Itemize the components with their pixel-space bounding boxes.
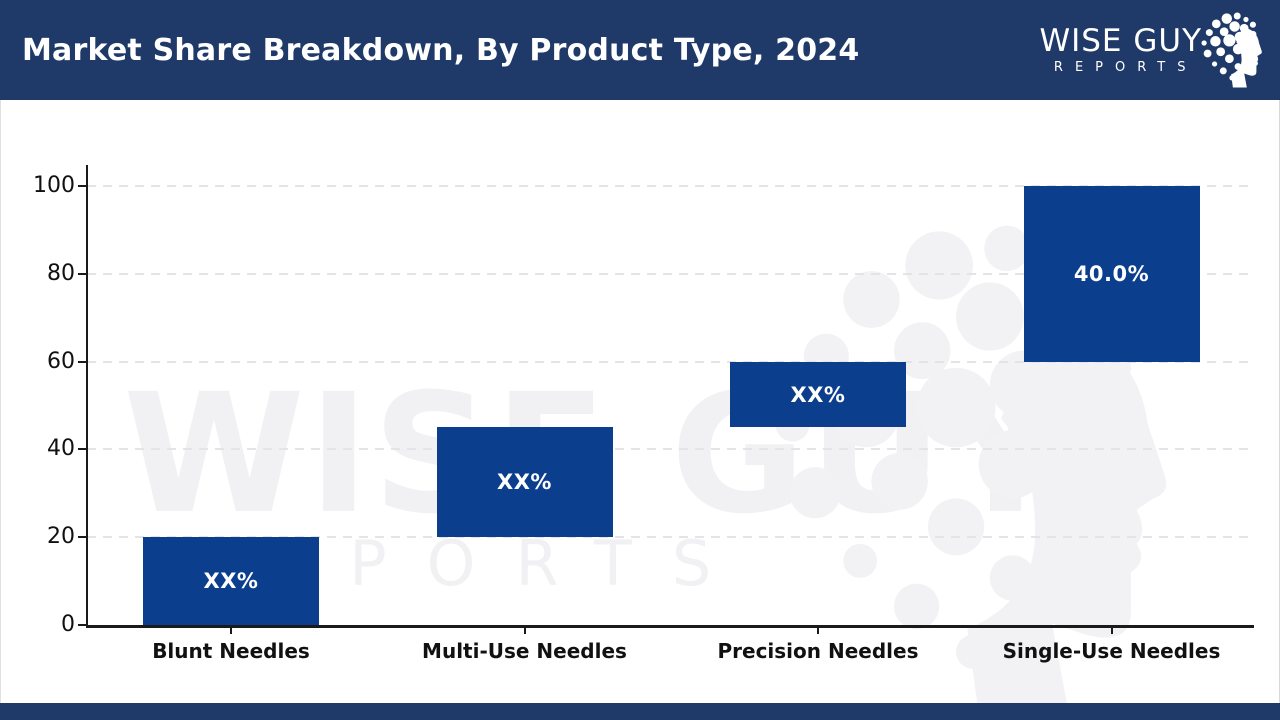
x-tick-mark-3 bbox=[1110, 625, 1113, 634]
bar-single-use-needles: 40.0% bbox=[1023, 186, 1200, 362]
y-tick-mark-40 bbox=[78, 448, 86, 451]
brand-head-icon bbox=[1198, 7, 1266, 93]
bar-value-label: XX% bbox=[203, 569, 259, 594]
footer-bar bbox=[0, 703, 1280, 720]
y-tick-label-0: 0 bbox=[61, 612, 75, 637]
gridline-100 bbox=[87, 185, 1254, 187]
y-tick-label-40: 40 bbox=[47, 436, 75, 462]
y-tick-label-100: 100 bbox=[33, 173, 75, 198]
brand-text: WISE GUY REPORTS bbox=[1039, 25, 1202, 76]
x-tick-label-0: Blunt Needles bbox=[152, 639, 310, 663]
gridline-60 bbox=[87, 360, 1254, 363]
bar-multi-use-needles: XX% bbox=[436, 427, 613, 538]
y-tick-label-20: 20 bbox=[47, 524, 75, 550]
y-tick-mark-80 bbox=[78, 272, 86, 275]
gridline-20 bbox=[87, 536, 1254, 539]
y-tick-mark-0 bbox=[78, 624, 86, 626]
y-tick-mark-20 bbox=[78, 536, 86, 539]
x-tick-label-3: Single-Use Needles bbox=[1002, 639, 1221, 663]
x-tick-mark-1 bbox=[523, 625, 526, 634]
chart-area: WISE GUY REPORTS 0 20 40 60 80 100 XX% XX% XX% 40… bbox=[0, 100, 1280, 703]
brand-logo: WISE GUY REPORTS bbox=[1039, 7, 1266, 93]
y-tick-label-80: 80 bbox=[47, 260, 75, 286]
gridline-40 bbox=[87, 448, 1254, 451]
x-tick-label-1: Multi-Use Needles bbox=[422, 639, 627, 663]
bar-value-label: 40.0% bbox=[1073, 261, 1150, 286]
bar-blunt-needles: XX% bbox=[143, 537, 319, 625]
gridline-80 bbox=[87, 272, 1254, 275]
x-tick-mark-0 bbox=[230, 625, 232, 634]
header-bar: Market Share Breakdown, By Product Type,… bbox=[0, 0, 1280, 100]
y-tick-mark-60 bbox=[78, 360, 86, 363]
y-tick-label-60: 60 bbox=[47, 348, 75, 374]
page-title: Market Share Breakdown, By Product Type,… bbox=[22, 32, 860, 68]
bar-value-label: XX% bbox=[497, 470, 552, 495]
x-axis-line bbox=[86, 625, 1254, 628]
y-tick-mark-100 bbox=[78, 185, 86, 187]
x-tick-label-2: Precision Needles bbox=[717, 639, 919, 663]
x-tick-mark-2 bbox=[817, 625, 819, 634]
y-axis-line bbox=[86, 165, 88, 627]
bar-precision-needles: XX% bbox=[730, 361, 906, 428]
bar-value-label: XX% bbox=[790, 382, 846, 407]
brand-name: WISE GUY bbox=[1039, 22, 1202, 59]
brand-tagline: REPORTS bbox=[1053, 60, 1198, 76]
